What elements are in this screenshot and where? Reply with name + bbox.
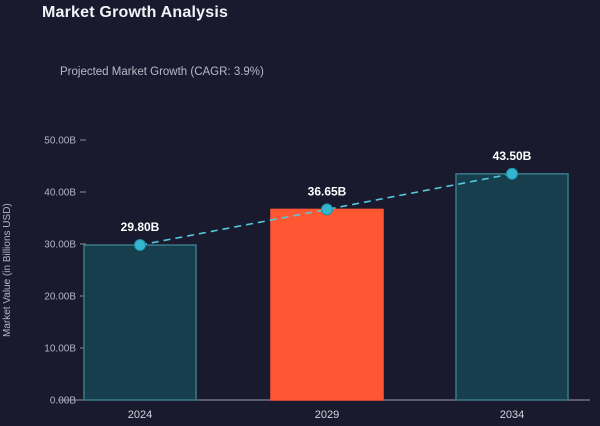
x-tick-label: 2029 xyxy=(315,409,339,421)
chart-subtitle: Projected Market Growth (CAGR: 3.9%) xyxy=(60,66,264,78)
x-tick-label: 2034 xyxy=(500,409,524,421)
bar-2024 xyxy=(83,244,197,401)
value-label: 36.65B xyxy=(308,184,347,198)
y-tick-label: 50.00B xyxy=(44,136,76,147)
trend-marker xyxy=(134,239,146,252)
trend-line xyxy=(139,173,513,246)
chart-plot: 0.00B 10.00B 20.00B 30.00B 40.00B 50.00B 29.80… xyxy=(44,136,590,421)
bar-2029 xyxy=(270,208,384,401)
y-axis-label: Market Value (in Billions USD) xyxy=(2,203,13,337)
y-tick-label: 10.00B xyxy=(44,344,76,355)
y-tick-label: 40.00B xyxy=(44,188,76,199)
value-label: 29.80B xyxy=(121,220,160,234)
y-tick-label: 30.00B xyxy=(44,240,76,251)
trend-marker xyxy=(321,203,333,216)
value-label: 43.50B xyxy=(493,149,532,163)
trend-marker xyxy=(506,167,518,180)
y-tick-label: 0.00B xyxy=(50,396,76,407)
chart-title: Market Growth Analysis xyxy=(42,4,229,21)
y-tick-label: 20.00B xyxy=(44,292,76,303)
x-tick-label: 2024 xyxy=(128,409,152,421)
bar-2034 xyxy=(455,173,569,401)
